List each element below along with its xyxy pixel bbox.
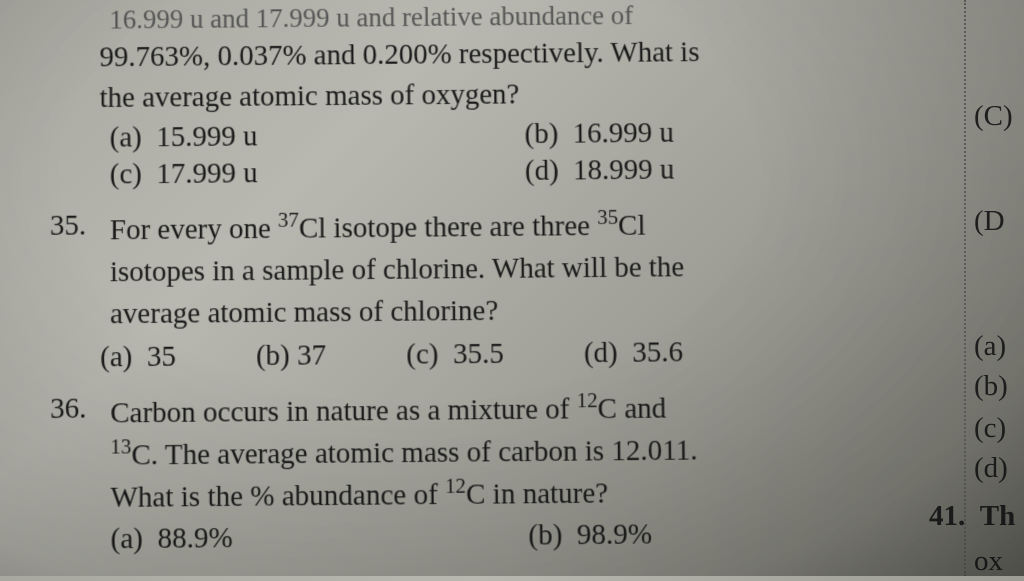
q34-options-row1: (a) 15.999 u (b) 16.999 u [50,115,908,155]
q36-sup3: 12 [445,474,466,498]
q35-text-2: isotopes in a sample of chlorine. What w… [110,251,685,288]
right-column-fragment: (C) (D (a) (b) (c) (d) 41. Th ox [964,0,1024,576]
q36-text-3b: C in nature? [466,478,609,511]
q36-sup2: 13 [110,435,131,459]
q34-option-d: (d) 18.999 u [525,152,909,188]
q35-number: 35. [50,210,86,243]
q35-text-1b: Cl isotope there are three [299,210,598,245]
right-q41: 41. Th [929,500,1015,533]
q35-option-b: (b) 37 [256,340,326,374]
q34-options-row2: (c) 17.999 u (d) 18.999 u [50,152,909,192]
q34-line2: the average atomic mass of oxygen? [50,71,907,119]
q36-number: 36. [50,393,86,426]
q36-option-b: (b) 98.9% [528,516,914,553]
q36-text: Carbon occurs in nature as a mixture of … [50,386,914,520]
right-a: (a) [974,330,1006,363]
q35-sup1: 37 [278,208,299,232]
q36: 36. Carbon occurs in nature as a mixture… [50,386,914,558]
q36-sup1: 12 [577,389,598,413]
q35-option-a: (a) 35 [100,341,176,375]
q34-option-c: (c) 17.999 u [110,155,525,191]
q34-option-a: (a) 15.999 u [110,118,525,154]
q35-sup2: 35 [597,205,618,229]
q35-option-d: (d) 35.6 [584,337,684,371]
right-ox: ox [974,545,1003,578]
q34-option-b: (b) 16.999 u [524,115,907,151]
q34-partial-top: 16.999 u and 17.999 u and relative abund… [50,0,906,36]
q35-text-1c: Cl [618,210,646,242]
q36-options: (a) 88.9% (b) 98.9% [50,516,914,557]
right-d: (D [974,205,1005,238]
q35-text: For every one 37Cl isotope there are thr… [50,203,911,336]
q35-text-1a: For every one [110,213,278,246]
q36-text-2a: C. The average atomic mass of carbon is … [131,435,697,472]
q36-text-1b: C and [597,393,666,426]
right-c: (C) [974,100,1013,133]
q35-options: (a) 35 (b) 37 (c) 35.5 (d) 35.6 [50,335,911,376]
q35-text-3: average atomic mass of chlorine? [110,295,498,330]
q36-option-a: (a) 88.9% [111,520,529,557]
q35: 35. For every one 37Cl isotope there are… [50,203,911,376]
right-b: (b) [974,370,1008,403]
q35-option-c: (c) 35.5 [406,338,504,372]
q36-text-3a: What is the % abundance of [110,479,445,514]
right-d2: (d) [974,452,1008,485]
right-c2: (c) [974,412,1006,445]
q36-text-1a: Carbon occurs in nature as a mixture of [110,394,577,430]
